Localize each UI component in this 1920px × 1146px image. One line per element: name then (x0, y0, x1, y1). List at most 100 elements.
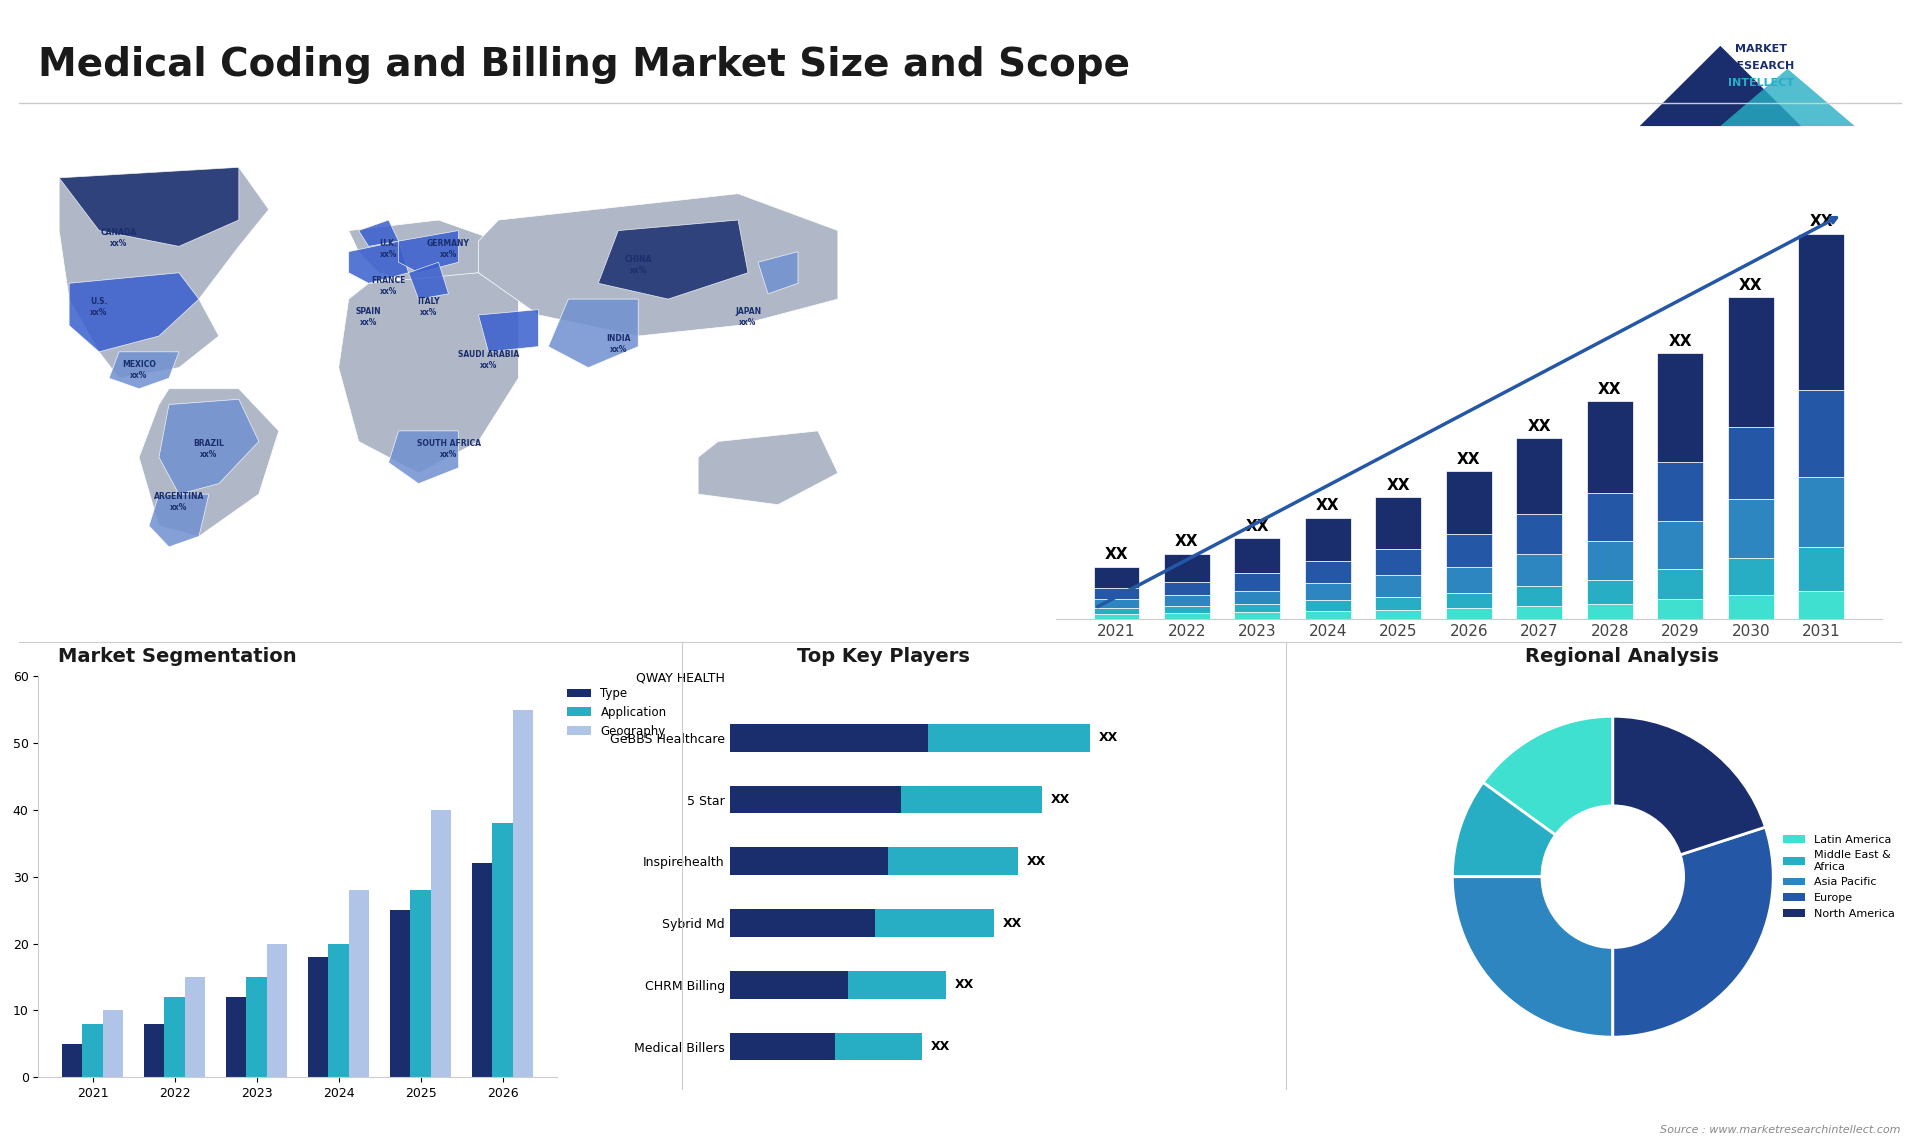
Text: MEXICO
xx%: MEXICO xx% (123, 360, 156, 380)
Polygon shape (699, 431, 837, 504)
Bar (1446, 609, 1492, 619)
Bar (1235, 612, 1281, 619)
Bar (1164, 595, 1210, 606)
Bar (227, 997, 246, 1077)
Bar (144, 1023, 165, 1077)
Bar (1517, 515, 1563, 554)
Text: ITALY
xx%: ITALY xx% (417, 297, 440, 317)
Bar (1094, 566, 1139, 588)
Polygon shape (349, 241, 409, 283)
Bar (83, 1023, 104, 1077)
Bar (184, 976, 205, 1077)
Bar (246, 976, 267, 1077)
Bar (1446, 534, 1492, 566)
Bar (1375, 610, 1421, 619)
Wedge shape (1482, 716, 1613, 877)
Bar (1586, 401, 1632, 493)
Bar (1657, 599, 1703, 619)
Bar (1446, 471, 1492, 534)
Text: ARGENTINA
xx%: ARGENTINA xx% (154, 492, 204, 512)
Polygon shape (150, 494, 209, 547)
Bar (1586, 541, 1632, 580)
Bar (730, 971, 849, 998)
Text: Medical Coding and Billing Market Size and Scope: Medical Coding and Billing Market Size a… (38, 46, 1131, 84)
Bar (1446, 592, 1492, 609)
Bar (1728, 297, 1774, 427)
Text: Market Segmentation: Market Segmentation (58, 647, 296, 667)
Bar (430, 810, 451, 1077)
Bar (1094, 614, 1139, 619)
Bar (1799, 547, 1843, 590)
Text: SPAIN
xx%: SPAIN xx% (355, 307, 382, 328)
Text: MARKET: MARKET (1734, 44, 1788, 54)
Text: SOUTH AFRICA
xx%: SOUTH AFRICA xx% (417, 439, 480, 460)
Text: XX: XX (1528, 419, 1551, 434)
Bar (1375, 575, 1421, 597)
Bar (390, 910, 411, 1077)
Bar (1306, 601, 1352, 611)
Bar (513, 709, 534, 1077)
Text: XX: XX (1002, 917, 1023, 929)
Text: INTELLECT: INTELLECT (1728, 78, 1793, 88)
Bar (887, 847, 1018, 876)
Text: Source : www.marketresearchintellect.com: Source : www.marketresearchintellect.com (1661, 1124, 1901, 1135)
Bar (876, 909, 995, 937)
Text: XX: XX (1809, 214, 1834, 229)
Bar (1657, 462, 1703, 521)
Bar (1799, 391, 1843, 478)
Legend: Latin America, Middle East &
Africa, Asia Pacific, Europe, North America: Latin America, Middle East & Africa, Asi… (1778, 831, 1899, 923)
Text: XX: XX (1246, 519, 1269, 534)
Polygon shape (159, 399, 259, 494)
Wedge shape (1452, 877, 1613, 1037)
Text: SAUDI ARABIA
xx%: SAUDI ARABIA xx% (457, 350, 518, 370)
Bar (1446, 566, 1492, 592)
Bar (1375, 549, 1421, 575)
Polygon shape (758, 252, 799, 293)
Bar (1728, 500, 1774, 558)
Bar (61, 1044, 83, 1077)
Bar (267, 943, 288, 1077)
Text: XX: XX (1597, 382, 1622, 397)
Text: JAPAN
xx%: JAPAN xx% (735, 307, 760, 328)
Polygon shape (69, 273, 200, 352)
Text: XX: XX (1050, 793, 1071, 806)
Wedge shape (1613, 716, 1764, 877)
Bar (730, 847, 887, 876)
Bar (411, 890, 430, 1077)
Bar (927, 724, 1089, 752)
Text: XX: XX (1027, 855, 1046, 868)
Bar (1517, 587, 1563, 606)
Text: XX: XX (1098, 731, 1119, 745)
Polygon shape (138, 388, 278, 536)
Bar (849, 971, 945, 998)
Text: XX: XX (954, 979, 975, 991)
Text: Regional Analysis: Regional Analysis (1526, 647, 1718, 667)
Text: INDIA
xx%: INDIA xx% (607, 333, 630, 354)
Bar (1164, 606, 1210, 613)
Bar (1306, 583, 1352, 601)
Polygon shape (338, 273, 518, 473)
Bar (1235, 573, 1281, 590)
Text: XX: XX (1740, 277, 1763, 292)
Bar (1094, 599, 1139, 609)
Bar (730, 1033, 835, 1060)
Text: CANADA
xx%: CANADA xx% (102, 228, 136, 249)
Bar (1375, 497, 1421, 549)
Text: XX: XX (1668, 335, 1692, 350)
Bar (104, 1011, 123, 1077)
Bar (1094, 588, 1139, 599)
Bar (1164, 613, 1210, 619)
Text: XX: XX (931, 1041, 950, 1053)
Text: XX: XX (1104, 548, 1129, 563)
Bar (900, 786, 1041, 814)
Bar (1306, 562, 1352, 583)
Bar (1728, 558, 1774, 595)
Bar (730, 909, 876, 937)
Bar (165, 997, 184, 1077)
Bar (1799, 234, 1843, 391)
Text: RESEARCH: RESEARCH (1728, 61, 1793, 71)
Bar (1586, 604, 1632, 619)
Bar (1094, 609, 1139, 614)
Text: CHINA
xx%: CHINA xx% (624, 254, 653, 275)
Legend: Type, Application, Geography: Type, Application, Geography (563, 682, 672, 743)
